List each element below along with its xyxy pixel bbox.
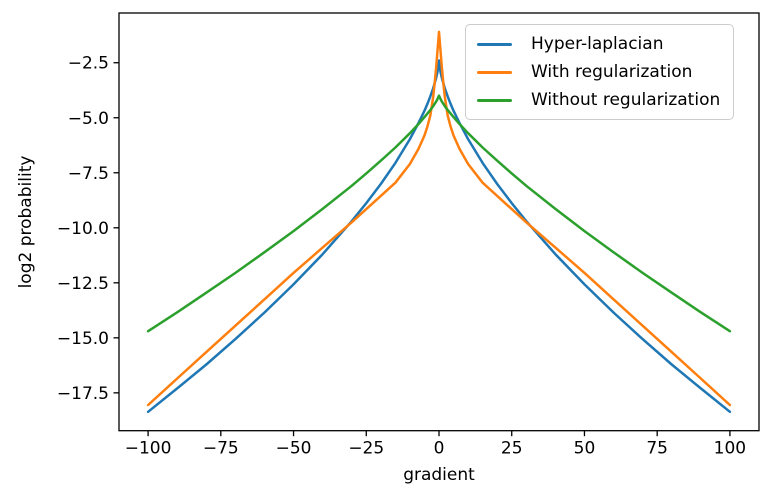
y-tick-label: −17.5	[57, 384, 109, 404]
y-tick-label: −5.0	[68, 109, 109, 129]
x-tick-label: −100	[125, 439, 172, 459]
legend-item-label: Hyper-laplacian	[531, 34, 664, 54]
y-tick-label: −12.5	[57, 274, 109, 294]
y-tick-label: −10.0	[57, 219, 109, 239]
legend-item-label: Without regularization	[531, 90, 721, 110]
legend: Hyper-laplacian With regularization Withou…	[465, 24, 735, 120]
legend-item: Without regularization	[477, 86, 720, 114]
y-tick-label: −15.0	[57, 329, 109, 349]
x-tick-label: −75	[203, 439, 239, 459]
legend-item: Hyper-laplacian	[477, 30, 720, 58]
x-tick-label: 50	[574, 439, 596, 459]
x-axis-label: gradient	[403, 465, 475, 485]
series-line-without-regularization	[146, 94, 732, 333]
y-tick-label: −7.5	[68, 164, 109, 184]
x-tick-label: 0	[434, 439, 445, 459]
x-tick-label: 100	[714, 439, 746, 459]
y-tick-label: −2.5	[68, 54, 109, 74]
y-axis-label: log2 probability	[16, 155, 36, 289]
legend-item: With regularization	[477, 58, 720, 86]
x-tick-label: 75	[646, 439, 668, 459]
x-tick-label: −25	[348, 439, 384, 459]
legend-line-swatch	[477, 70, 512, 74]
legend-item-label: With regularization	[531, 62, 693, 82]
legend-line-swatch	[477, 42, 512, 46]
x-tick-label: −50	[276, 439, 312, 459]
series-line-with-regularization	[146, 30, 732, 407]
x-tick-label: 25	[501, 439, 523, 459]
legend-line-swatch	[477, 98, 512, 102]
